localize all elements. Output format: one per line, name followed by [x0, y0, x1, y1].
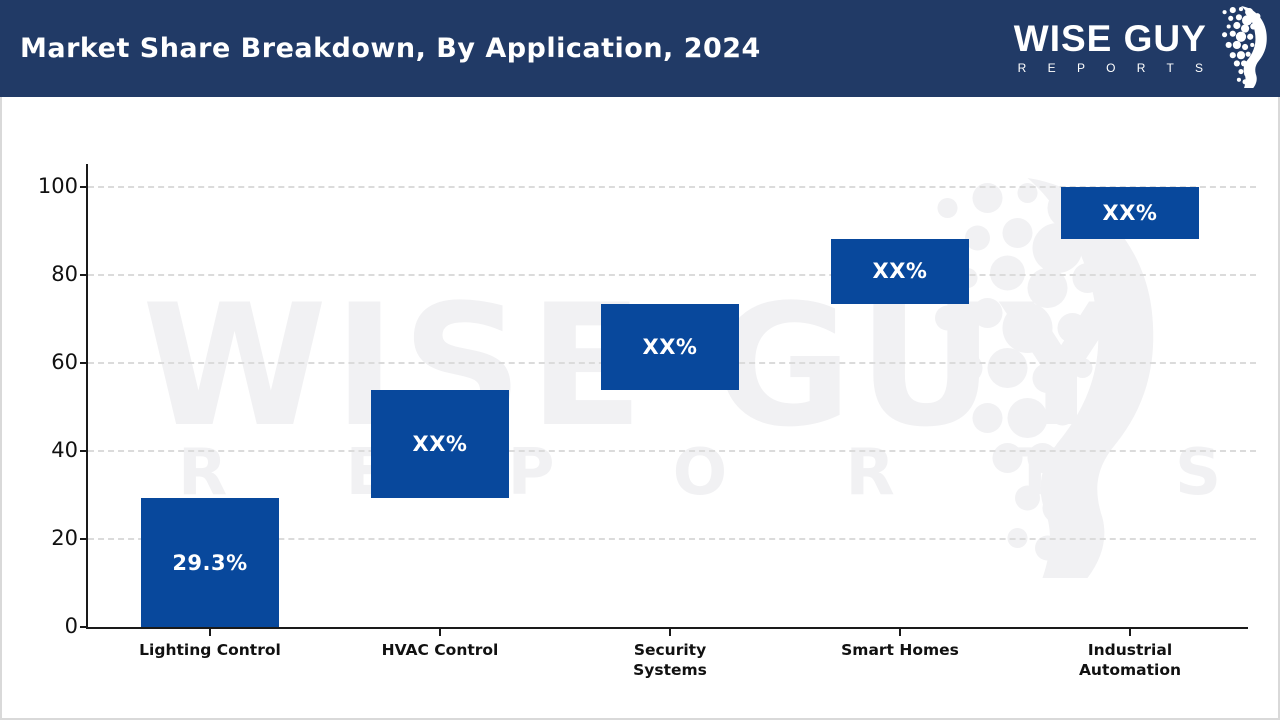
- logo-head-icon: [1222, 6, 1267, 88]
- bar-value-label: XX%: [872, 259, 928, 284]
- y-axis-tick-label: 100: [37, 174, 78, 199]
- y-axis-line: [86, 164, 88, 629]
- x-axis-tick-mark: [669, 629, 671, 636]
- bar-value-label: XX%: [1102, 200, 1158, 225]
- x-axis-tick-mark: [1129, 629, 1131, 636]
- logo-tagline: R E P O R T S: [1017, 60, 1212, 75]
- bar-security-systems: XX%: [601, 304, 739, 390]
- x-axis-category-label: Industrial Automation: [1078, 641, 1182, 679]
- bar-value-label: XX%: [412, 431, 468, 456]
- x-axis-category-label: Lighting Control: [139, 641, 281, 659]
- y-axis-tick-label: 40: [51, 438, 78, 463]
- gridline-y40: [88, 450, 1256, 452]
- page-title: Market Share Breakdown, By Application, …: [20, 33, 761, 64]
- y-axis-tick-label: 0: [64, 614, 78, 639]
- x-axis-tick-mark: [899, 629, 901, 636]
- y-axis-tick-mark: [80, 538, 88, 540]
- gridline-y20: [88, 538, 1256, 540]
- x-axis-category-label: HVAC Control: [381, 641, 499, 659]
- bar-lighting-control: 29.3%: [141, 498, 279, 627]
- x-axis-tick-mark: [439, 629, 441, 636]
- y-axis-tick-mark: [80, 186, 88, 188]
- y-axis-tick-label: 60: [51, 350, 78, 375]
- bar-smart-homes: XX%: [831, 238, 969, 305]
- x-axis-category-label: Security Systems: [633, 641, 707, 679]
- y-axis-tick-mark: [80, 450, 88, 452]
- chart-frame-border: [0, 97, 1280, 720]
- y-axis-tick-mark: [80, 362, 88, 364]
- y-axis-tick-label: 20: [51, 526, 78, 551]
- logo-name: WISE GUY: [1013, 18, 1207, 60]
- bar-value-label: 29.3%: [172, 550, 248, 575]
- y-axis-tick-mark: [80, 626, 88, 628]
- gridline-y80: [88, 274, 1256, 276]
- x-axis-line: [86, 627, 1248, 629]
- y-axis-tick-mark: [80, 274, 88, 276]
- x-axis-tick-mark: [209, 629, 211, 636]
- x-axis-category-label: Smart Homes: [841, 641, 959, 659]
- header-bar: Market Share Breakdown, By Application, …: [0, 0, 1280, 97]
- bar-value-label: XX%: [642, 334, 698, 359]
- gridline-y100: [88, 186, 1256, 188]
- wise-guy-logo: WISE GUY R E P O R T S: [1009, 6, 1268, 88]
- bar-hvac-control: XX%: [371, 389, 509, 499]
- y-axis-tick-label: 80: [51, 262, 78, 287]
- bar-industrial-automation: XX%: [1061, 187, 1199, 239]
- logo-text: WISE GUY R E P O R T S: [1009, 18, 1212, 75]
